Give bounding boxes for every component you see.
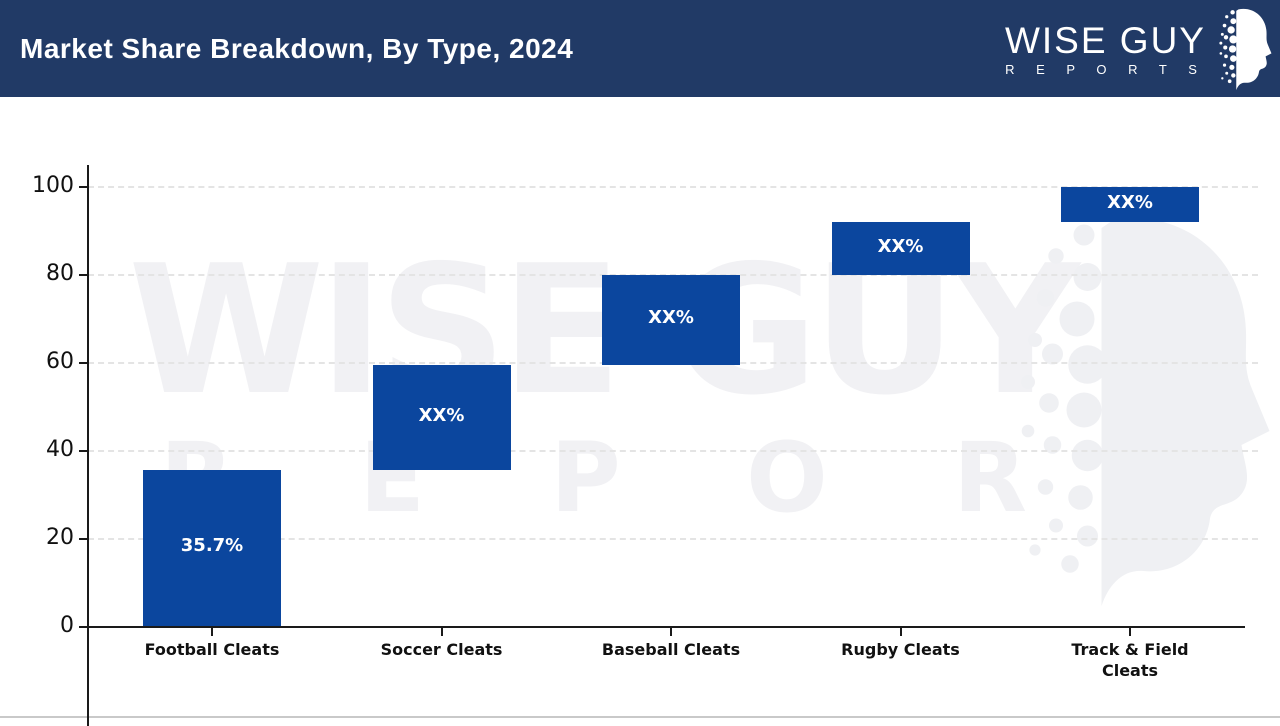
y-axis-tick (79, 626, 88, 628)
x-axis-tick (670, 628, 672, 636)
face-profile-logo-icon (1219, 8, 1272, 91)
y-axis-tick-label: 40 (46, 437, 74, 462)
y-axis-tick-label: 0 (60, 613, 74, 638)
y-axis-spine (87, 165, 89, 726)
x-axis-tick (899, 628, 902, 636)
gridline (88, 186, 1258, 188)
x-axis-tick-label: Baseball Cleats (601, 640, 741, 659)
gridline (88, 450, 1258, 452)
x-axis-tick-label: Football Cleats (144, 640, 280, 659)
bar-rugby-cleats (831, 222, 970, 275)
y-axis-tick-label: 60 (46, 349, 74, 374)
y-axis-tick-label: 100 (32, 173, 74, 198)
y-axis-tick (79, 450, 88, 452)
y-axis-tick (79, 274, 88, 276)
footer-divider (0, 716, 1280, 718)
page-title: Market Share Breakdown, By Type, 2024 (20, 32, 574, 64)
x-axis-tick-label: Soccer Cleats (380, 640, 503, 659)
bar-value-label: XX% (877, 235, 924, 257)
y-axis-tick-label: 80 (46, 261, 74, 286)
y-axis-tick (79, 538, 88, 540)
x-axis-tick-label: Track & Field Cleats (1071, 640, 1189, 680)
waterfall-chart: 0 20 40 60 80 100 35.7% Football Cleats XX% Socce… (0, 97, 1280, 726)
x-axis-tick-label: Rugby Cleats (841, 640, 960, 659)
x-axis-tick (1129, 628, 1131, 636)
y-axis-tick (79, 362, 88, 364)
bar-football-cleats (143, 469, 281, 627)
x-axis-spine (87, 626, 1245, 628)
logo-wordmark: WISE GUY (1004, 19, 1206, 61)
bar-track-field-cleats (1061, 187, 1199, 223)
y-axis-tick-label: 20 (46, 525, 74, 550)
bar-value-label: XX% (418, 404, 465, 426)
logo-text: WISE GUY R E P O R T S (1005, 22, 1206, 77)
x-axis-tick (211, 628, 213, 636)
wise-guy-reports-logo: WISE GUY R E P O R T S (1005, 4, 1274, 94)
header-band: Market Share Breakdown, By Type, 2024 WI… (0, 0, 1280, 97)
x-axis-tick (440, 628, 443, 636)
bar-baseball-cleats (602, 275, 740, 366)
watermark-face-icon (1021, 218, 1270, 607)
y-axis-tick (79, 186, 88, 188)
bar-value-label: XX% (1107, 191, 1153, 213)
bar-value-label: XX% (648, 307, 694, 329)
gridline (88, 538, 1258, 540)
bar-soccer-cleats (372, 365, 511, 470)
logo-subtitle: R E P O R T S (1005, 61, 1206, 77)
bar-value-label: 35.7% (180, 535, 244, 557)
